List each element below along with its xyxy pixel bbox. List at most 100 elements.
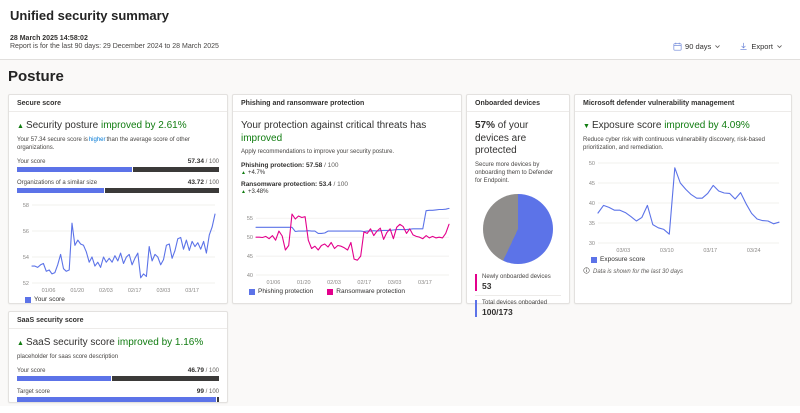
secure-score-headline: ▲ Security posture improved by 2.61%	[17, 120, 219, 133]
legend-swatch	[327, 288, 334, 295]
bar-value-number: 46.79	[187, 366, 204, 374]
card-saas-security-score: SaaS security score ▲ SaaS security score…	[8, 311, 228, 403]
progress-fill	[17, 167, 133, 173]
svg-text:03/03: 03/03	[388, 280, 402, 286]
headline-text: of your devices are protected	[475, 120, 529, 156]
metric-label: Phishing protection: 57.58	[241, 162, 323, 170]
svg-text:01/06: 01/06	[42, 288, 56, 294]
info-icon	[583, 267, 590, 276]
calendar-icon	[673, 42, 682, 51]
bar-value-number: 43.72	[187, 179, 204, 187]
card-title: Secure score	[9, 95, 227, 112]
saas-headline: ▲ SaaS security score improved by 1.16%	[17, 337, 219, 350]
progress-track	[17, 188, 219, 194]
legend-swatch	[591, 256, 597, 263]
protection-headline: Your protection against critical threats…	[241, 120, 453, 145]
higher-link[interactable]: higher	[88, 136, 106, 143]
svg-text:01/06: 01/06	[267, 280, 281, 286]
page-title: Unified security summary	[10, 8, 169, 23]
card-title: Phishing and ransomware protection	[233, 95, 461, 112]
metric-delta-value: +4.7%	[247, 170, 266, 177]
legend-swatch	[25, 296, 31, 303]
svg-text:03/17: 03/17	[185, 288, 199, 294]
svg-text:01/20: 01/20	[297, 280, 311, 286]
svg-text:40: 40	[589, 201, 595, 207]
time-range-dropdown[interactable]: 90 days	[670, 40, 724, 53]
svg-text:02/03: 02/03	[327, 280, 341, 286]
desc-pre: Your 57.34 secure score is	[17, 136, 88, 143]
saas-desc: placeholder for saas score description	[17, 353, 119, 360]
headline-highlight: improved by 4.09%	[664, 120, 750, 131]
bar-value-suffix: / 100	[203, 159, 219, 166]
saas-bar-your-score: Your score 46.79 / 100	[17, 367, 219, 381]
footnote-text: Data is shown for the last 30 days	[593, 268, 684, 275]
svg-text:30: 30	[589, 241, 595, 247]
card-title: Onboarded devices	[467, 95, 569, 112]
svg-text:45: 45	[589, 181, 595, 187]
chevron-down-icon	[714, 43, 721, 50]
export-dropdown[interactable]: Export	[736, 40, 786, 53]
svg-text:02/17: 02/17	[128, 288, 142, 294]
content-area: Posture Secure score ▲ Security posture i…	[0, 60, 800, 406]
protection-desc: Apply recommendations to improve your se…	[241, 149, 395, 155]
export-label: Export	[751, 42, 773, 51]
metric-phishing-protection: Phishing protection: 57.58 / 100 ▲ +4.7%	[241, 162, 453, 176]
metric-ransomware-protection: Ransomware protection: 53.4 / 100 ▲ +3.48…	[241, 181, 453, 195]
bar-label: Your score	[17, 159, 46, 166]
bar-label: Target score	[17, 388, 51, 395]
secure-score-desc: Your 57.34 secure score ishigherthan the…	[17, 136, 219, 153]
metric-suffix: / 100	[322, 162, 339, 170]
report-meta: 28 March 2025 14:58:02 Report is for the…	[10, 35, 790, 50]
progress-track	[17, 167, 219, 173]
bar-value-suffix: / 100	[203, 388, 219, 395]
bar-label: Organizations of a similar size	[17, 180, 98, 187]
progress-fill	[17, 188, 106, 194]
onboarded-desc: Secure more devices by onboarding them t…	[475, 161, 554, 185]
svg-text:03/03: 03/03	[616, 248, 630, 254]
saas-bar-target-score: Target score 99 / 100	[17, 388, 219, 402]
svg-text:45: 45	[247, 254, 253, 260]
exposure-chart-legend: Exposure score	[591, 256, 783, 263]
svg-text:03/24: 03/24	[747, 248, 761, 254]
bar-value-number: 57.34	[187, 158, 204, 166]
metric-delta: ▲ +4.7%	[241, 170, 453, 176]
metric-label: Ransomware protection: 53.4	[241, 181, 332, 189]
stat-divider	[475, 294, 561, 296]
headline-text: SaaS security score	[25, 337, 115, 348]
exposure-chart: 30 35 40 45 50 03/03 03/10 03/17 03/24	[589, 161, 780, 254]
card-title: Microsoft defender vulnerability managem…	[575, 95, 791, 112]
section-title-posture: Posture	[8, 68, 64, 85]
download-icon	[739, 42, 748, 51]
onboarded-devices-pie	[483, 193, 553, 264]
svg-text:50: 50	[589, 161, 595, 167]
svg-text:54: 54	[23, 255, 29, 261]
svg-text:03/17: 03/17	[703, 248, 717, 254]
bar-value-suffix: / 100	[203, 367, 219, 374]
svg-text:56: 56	[23, 229, 29, 235]
bar-label: Your score	[17, 367, 46, 374]
card-title: SaaS security score	[9, 312, 227, 329]
svg-text:50: 50	[247, 236, 253, 242]
onboarded-headline: 57% of your devices are protected	[475, 120, 561, 158]
svg-text:03/17: 03/17	[418, 280, 432, 286]
report-timestamp: 28 March 2025 14:58:02	[10, 35, 88, 42]
progress-track	[17, 375, 219, 381]
headline-text: Security posture	[25, 120, 99, 131]
exposure-desc: Reduce cyber risk with continuous vulner…	[583, 136, 765, 151]
legend-item: Ransomware protection	[327, 288, 405, 295]
header-controls: 90 days Export	[670, 40, 786, 53]
svg-text:03/10: 03/10	[660, 248, 674, 254]
legend-item: Your score	[25, 296, 65, 303]
secure-score-chart: 52 54 56 58 01/06 01/20 02/03 02/17 03/03 03/17	[23, 203, 216, 294]
svg-text:03/03: 03/03	[157, 288, 171, 294]
exposure-headline: ▼ Exposure score improved by 4.09%	[583, 120, 783, 133]
report-range: Report is for the last 90 days: 29 Decem…	[10, 43, 219, 50]
trend-down-icon: ▼	[583, 123, 590, 130]
posture-cards-row: Secure score ▲ Security posture improved …	[8, 94, 792, 317]
card-phishing-ransomware: Phishing and ransomware protection Your …	[232, 94, 462, 304]
metric-delta: ▲ +3.48%	[241, 189, 453, 195]
legend-item: Exposure score	[591, 256, 645, 263]
bar-value: 46.79 / 100	[188, 367, 219, 374]
trend-up-icon: ▲	[17, 123, 24, 130]
